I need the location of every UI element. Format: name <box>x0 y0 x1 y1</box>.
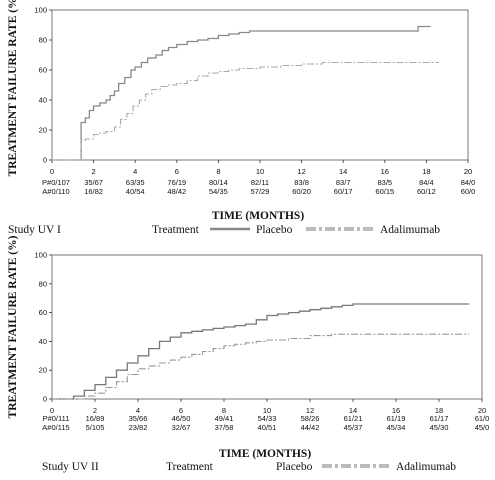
series-line-placebo <box>52 303 470 400</box>
x-tick-label: 2 <box>92 167 96 176</box>
x-tick-label: 4 <box>136 406 140 415</box>
risk-cell: 45/37 <box>344 423 363 432</box>
risk-cell: 35/66 <box>129 414 148 423</box>
risk-cell: 48/42 <box>167 187 186 196</box>
risk-cell: 5/105 <box>86 423 105 432</box>
x-tick-label: 14 <box>349 406 357 415</box>
x-tick-label: 0 <box>50 406 54 415</box>
series-line-adalimumab <box>52 61 439 161</box>
risk-cell: 60/17 <box>334 187 353 196</box>
x-tick-label: 10 <box>263 406 271 415</box>
x-tick-label: 18 <box>435 406 443 415</box>
x-tick-label: 10 <box>256 167 264 176</box>
risk-row-label: P#0/111 <box>43 414 70 423</box>
risk-cell: 54/33 <box>258 414 277 423</box>
risk-cell: 46/50 <box>172 414 191 423</box>
series-line-placebo <box>52 25 431 161</box>
series-line-adalimumab <box>52 333 470 400</box>
x-tick-label: 16 <box>381 167 389 176</box>
risk-cell: 58/26 <box>301 414 320 423</box>
legend-title: Treatment <box>152 224 200 236</box>
risk-cell: 40/51 <box>258 423 277 432</box>
plot-frame <box>51 9 469 161</box>
study-label: Study UV II <box>42 461 99 473</box>
y-axis-label: TREATMENT FAILURE RATE (%) <box>7 0 19 176</box>
x-tick-label: 14 <box>339 167 347 176</box>
study-label: Study UV I <box>8 224 61 236</box>
x-tick-label: 12 <box>297 167 305 176</box>
risk-cell: 45/34 <box>387 423 406 432</box>
x-tick-label: 6 <box>179 406 183 415</box>
legend-entry-adalimumab: Adalimumab <box>380 224 440 236</box>
risk-cell: 60/20 <box>292 187 311 196</box>
y-tick-label: 80 <box>39 279 47 288</box>
y-tick-label: 100 <box>34 6 47 15</box>
risk-cell: 84/4 <box>419 178 434 187</box>
risk-cell: 37/58 <box>215 423 234 432</box>
risk-cell: 60/0 <box>461 187 476 196</box>
risk-cell: 60/12 <box>417 187 436 196</box>
x-tick-label: 4 <box>133 167 137 176</box>
x-tick-label: 0 <box>50 167 54 176</box>
risk-cell: 80/14 <box>209 178 228 187</box>
risk-cell: 45/30 <box>430 423 449 432</box>
legend-entry-adalimumab: Adalimumab <box>396 461 456 473</box>
y-tick-label: 20 <box>39 126 47 135</box>
risk-cell: 83/7 <box>336 178 351 187</box>
x-tick-label: 8 <box>216 167 220 176</box>
x-axis-label: TIME (MONTHS) <box>219 448 311 460</box>
risk-cell: 49/41 <box>215 414 234 423</box>
y-tick-label: 60 <box>39 308 47 317</box>
y-tick-label: 20 <box>39 366 47 375</box>
risk-cell: 61/19 <box>387 414 406 423</box>
x-tick-label: 6 <box>175 167 179 176</box>
y-tick-label: 40 <box>39 337 47 346</box>
risk-cell: 61/21 <box>344 414 363 423</box>
y-tick-label: 100 <box>34 251 47 260</box>
risk-row-label: P#0/107 <box>42 178 70 187</box>
x-tick-label: 8 <box>222 406 226 415</box>
x-tick-label: 12 <box>306 406 314 415</box>
y-tick-label: 0 <box>43 156 47 165</box>
y-tick-label: 60 <box>39 66 47 75</box>
y-tick-label: 80 <box>39 36 47 45</box>
risk-cell: 44/42 <box>301 423 320 432</box>
risk-cell: 40/54 <box>126 187 145 196</box>
risk-cell: 83/8 <box>294 178 309 187</box>
x-axis-label: TIME (MONTHS) <box>212 210 304 222</box>
risk-row-label: A#0/115 <box>42 423 69 432</box>
risk-cell: 32/67 <box>172 423 191 432</box>
risk-cell: 54/35 <box>209 187 228 196</box>
risk-cell: 83/5 <box>377 178 392 187</box>
chart-panel-study-uv-ii: 0 20 40 60 80 100 0 2 4 6 8 10 12 14 16 18 20 TREATMENT F… <box>7 235 489 473</box>
risk-cell: 16/89 <box>86 414 105 423</box>
x-tick-label: 20 <box>464 167 472 176</box>
risk-cell: 76/19 <box>167 178 186 187</box>
risk-cell: 23/82 <box>129 423 148 432</box>
y-axis-label: TREATMENT FAILURE RATE (%) <box>7 235 19 418</box>
risk-cell: 84/0 <box>461 178 476 187</box>
risk-row-label: A#0/110 <box>42 187 69 196</box>
legend-entry-placebo: Placebo <box>276 461 313 473</box>
x-tick-label: 18 <box>422 167 430 176</box>
risk-cell: 60/15 <box>375 187 394 196</box>
y-tick-label: 40 <box>39 96 47 105</box>
chart-panel-study-uv-i: 0 20 40 60 80 100 0 2 4 6 8 10 12 14 16 18 20 TREATMENT F… <box>7 0 475 236</box>
risk-cell: 57/29 <box>251 187 270 196</box>
risk-cell: 61/0 <box>475 414 490 423</box>
x-tick-label: 2 <box>93 406 97 415</box>
risk-cell: 82/11 <box>251 178 269 187</box>
risk-cell: 63/35 <box>126 178 145 187</box>
risk-cell: 16/82 <box>84 187 103 196</box>
risk-cell: 35/67 <box>84 178 103 187</box>
x-tick-label: 16 <box>392 406 400 415</box>
x-tick-label: 20 <box>478 406 486 415</box>
risk-cell: 61/17 <box>430 414 449 423</box>
y-tick-label: 0 <box>43 395 47 404</box>
legend-entry-placebo: Placebo <box>256 224 293 236</box>
risk-cell: 45/0 <box>475 423 490 432</box>
legend-title: Treatment <box>166 461 214 473</box>
